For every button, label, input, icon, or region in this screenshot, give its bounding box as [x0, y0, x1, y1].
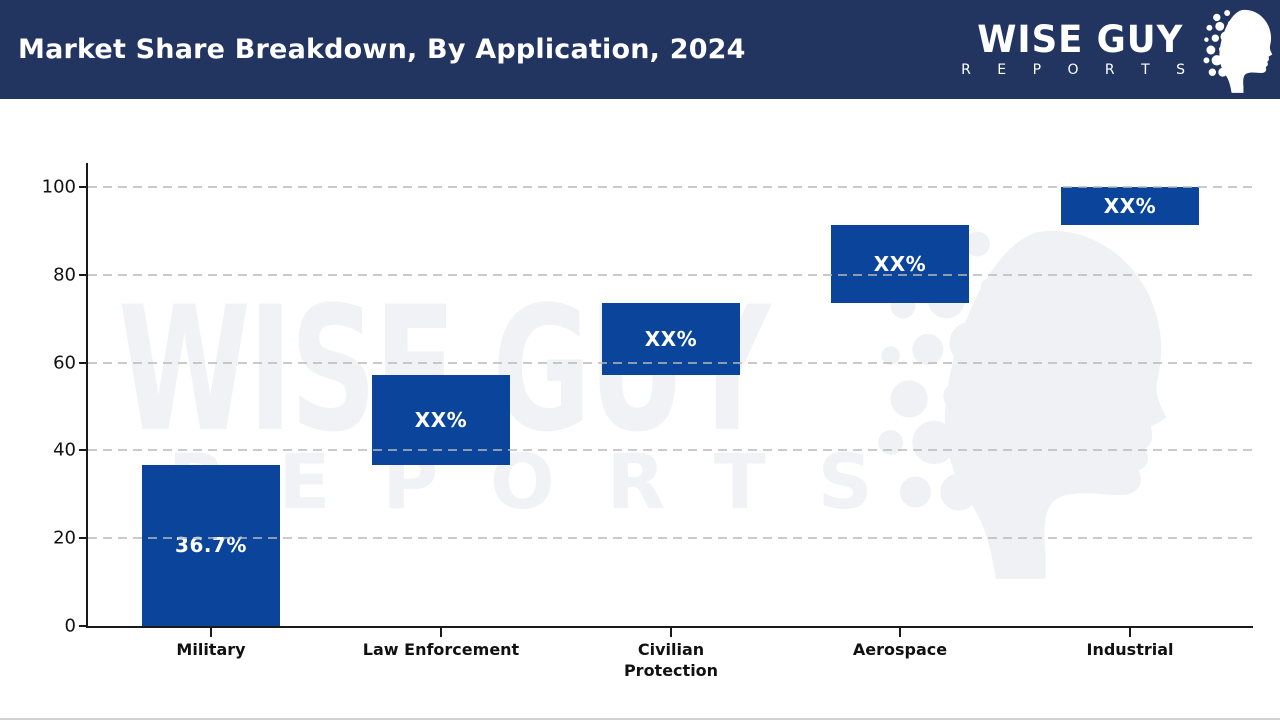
x-tick-label: Civilian Protection: [623, 640, 719, 680]
brand-name: WISE GUY: [977, 18, 1184, 61]
y-tick-mark: [79, 361, 88, 364]
bar-segment: XX%: [602, 303, 740, 375]
brand-logo: WISE GUY R E P O R T S: [955, 0, 1280, 99]
y-tick-label: 60: [53, 352, 76, 374]
y-tick-mark: [79, 273, 88, 276]
x-axis-line: [86, 626, 1253, 628]
x-tick-label: Law Enforcement: [362, 640, 520, 659]
y-tick-mark: [79, 625, 88, 627]
y-axis-line: [86, 163, 88, 628]
gridline: [88, 273, 1253, 276]
bar-value-label: XX%: [644, 327, 698, 352]
header-bar: Market Share Breakdown, By Application, …: [0, 0, 1280, 99]
bar-value-label: XX%: [1103, 194, 1157, 219]
plot-area: 36.7% XX% XX% XX% XX% 0 20 40 60 80 100 Military Law…: [0, 99, 1280, 720]
y-tick-mark: [79, 537, 88, 540]
gridline: [88, 361, 1253, 364]
y-tick-mark: [79, 186, 88, 188]
x-tick-mark: [440, 628, 442, 637]
y-tick-label: 0: [64, 615, 76, 637]
bar-segment: XX%: [1061, 187, 1199, 226]
x-tick-mark: [670, 628, 672, 637]
y-tick-mark: [79, 449, 88, 452]
x-tick-label: Aerospace: [852, 640, 948, 659]
wiseguy-head-icon: [1203, 9, 1273, 93]
y-tick-label: 20: [53, 527, 76, 549]
brand-subtitle: R E P O R T S: [961, 62, 1196, 78]
bar-segment: XX%: [831, 225, 969, 304]
x-tick-label: Military: [176, 640, 246, 659]
chart-canvas: WISE GUY REPORTS 36.7% XX% XX% XX% XX% 0 20 40 6…: [0, 99, 1280, 720]
y-tick-label: 100: [41, 176, 76, 198]
gridline: [88, 537, 1253, 540]
bar-value-label: XX%: [873, 252, 927, 277]
watermark-subtext: REPORTS: [168, 437, 925, 526]
x-tick-mark: [899, 628, 901, 637]
x-tick-mark: [1129, 628, 1131, 637]
gridline: [88, 449, 1253, 452]
bar-segment: 36.7%: [142, 464, 280, 626]
brand-wordmark: WISE GUY R E P O R T S: [955, 21, 1196, 78]
x-tick-mark: [210, 628, 212, 637]
gridline: [88, 186, 1253, 188]
x-tick-label: Industrial: [1086, 640, 1174, 659]
y-tick-label: 80: [53, 264, 76, 286]
bar-value-label: XX%: [414, 407, 468, 432]
y-tick-label: 40: [53, 439, 76, 461]
page-title: Market Share Breakdown, By Application, …: [18, 34, 746, 65]
